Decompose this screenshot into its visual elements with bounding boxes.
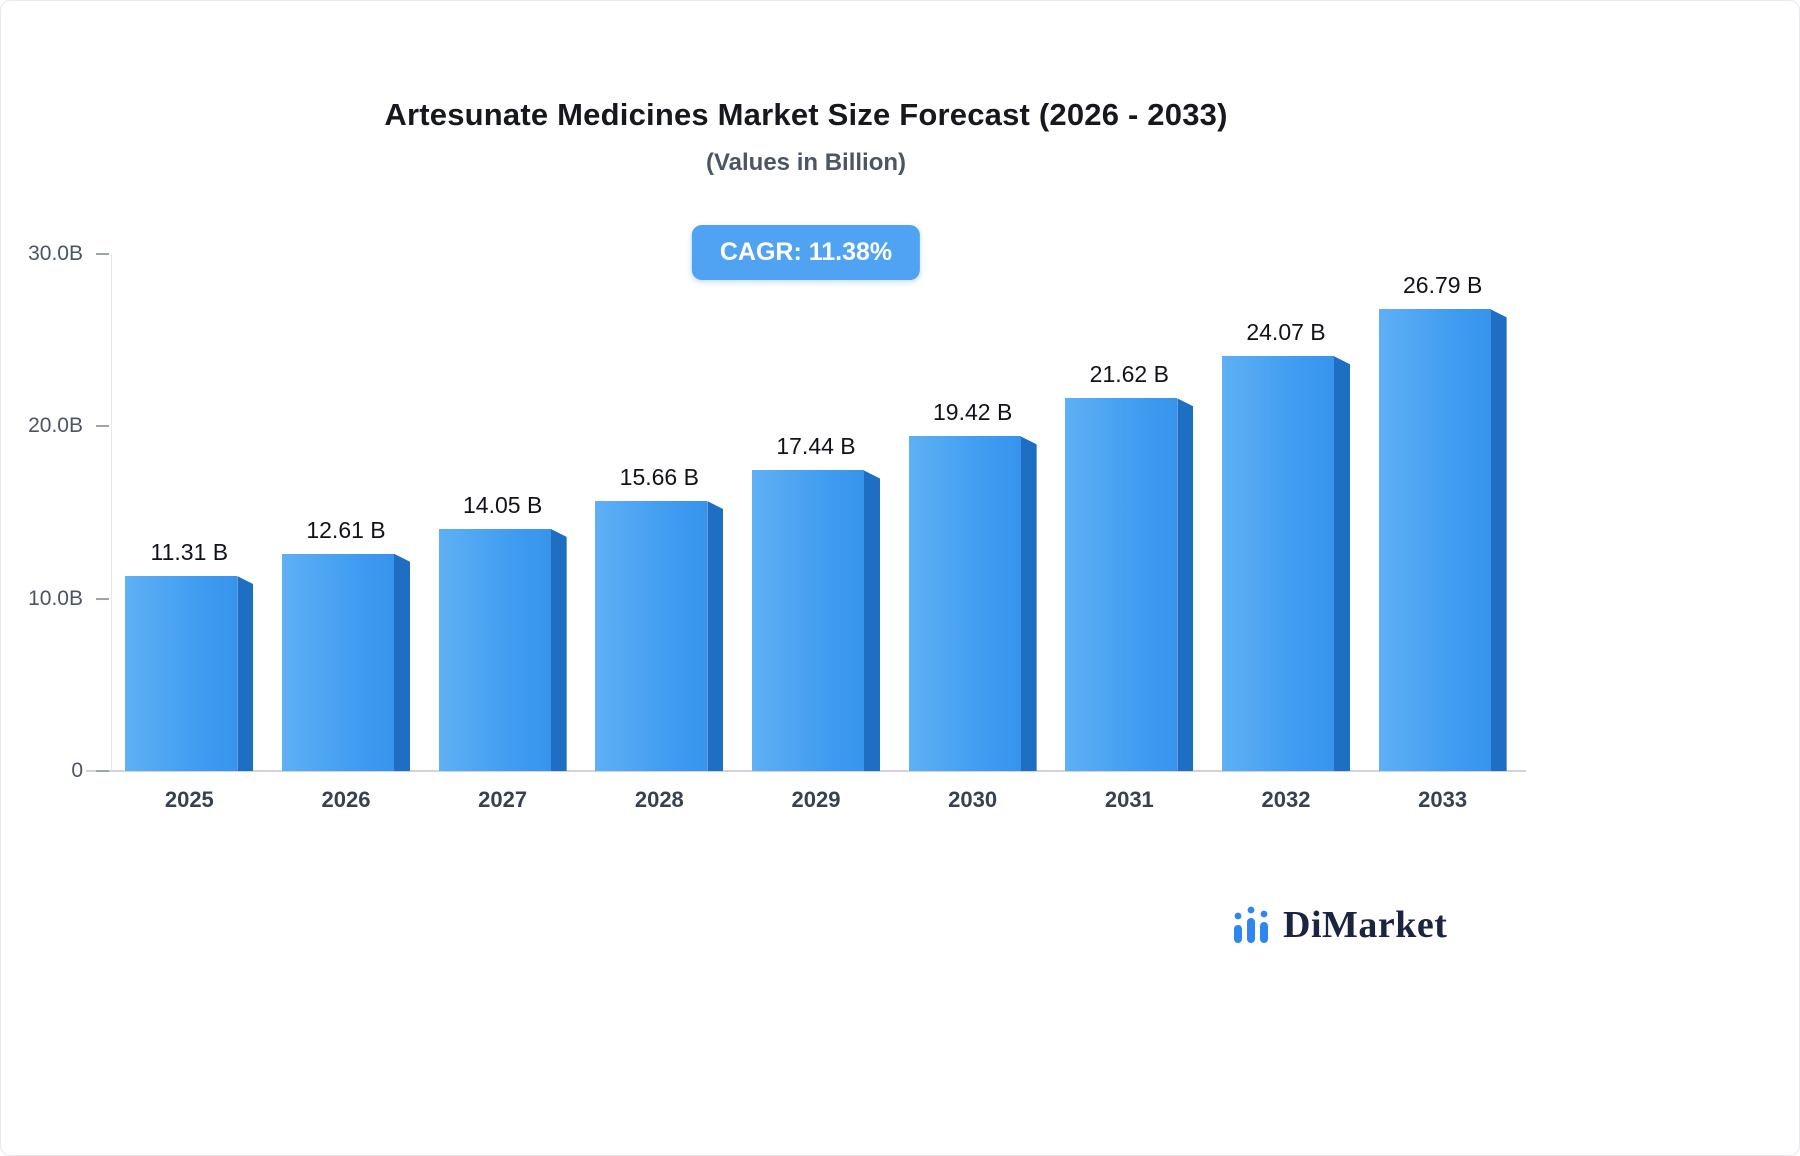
bar-2030: 19.42 B <box>908 399 1037 771</box>
bar-2027: 14.05 B <box>438 492 567 771</box>
bar-2029: 17.44 B <box>752 433 880 771</box>
bar-front-face <box>908 436 1021 771</box>
x-axis: 2025 2026 2027 2028 2029 2030 2031 2032 2033 <box>111 787 1521 821</box>
x-axis-label: 2029 <box>791 787 841 812</box>
bar-side-face <box>707 501 724 771</box>
bar-2031: 21.62 B <box>1065 361 1194 771</box>
bar-front-face <box>1378 309 1491 771</box>
bar-2025: 11.31 B <box>125 539 254 771</box>
bar-side-face <box>1334 356 1350 771</box>
bar-value-label: 12.61 B <box>306 516 386 543</box>
y-axis-tick <box>96 770 109 772</box>
bar-side-face <box>864 470 880 771</box>
x-axis-label: 2028 <box>634 787 684 812</box>
y-axis-line <box>111 254 112 771</box>
bar-side-face <box>1490 309 1507 771</box>
brand-logo: DiMarket <box>1229 903 1447 947</box>
y-axis-tick <box>96 597 109 600</box>
bar-value-label: 11.31 B <box>150 539 229 566</box>
bar-side-face <box>394 553 410 771</box>
bar-front-face <box>438 528 551 771</box>
x-axis-label: 2031 <box>1104 787 1154 812</box>
bar-front-face <box>1222 356 1334 771</box>
brand-logo-text: DiMarket <box>1283 904 1448 946</box>
bar-value-label: 17.44 B <box>776 433 856 460</box>
x-axis-label: 2025 <box>164 787 214 812</box>
y-axis-tick <box>96 253 109 255</box>
x-axis-label: 2030 <box>948 787 998 812</box>
bar-2028: 15.66 B <box>595 464 724 771</box>
bar-2032: 24.07 B <box>1222 319 1350 771</box>
cagr-badge: CAGR: 11.38% <box>691 225 921 280</box>
bar-front-face <box>125 576 238 771</box>
bar-chart-icon <box>1234 906 1268 943</box>
bar-value-label: 15.66 B <box>619 464 699 491</box>
y-axis-label: 10.0B <box>28 586 83 610</box>
bar-side-face <box>550 528 567 771</box>
chart-subtitle: (Values in Billion) <box>705 149 907 176</box>
bar-value-label: 19.42 B <box>933 399 1013 426</box>
x-axis-label: 2026 <box>321 787 371 812</box>
bar-value-label: 14.05 B <box>463 491 543 518</box>
bar-value-label: 21.62 B <box>1089 361 1169 388</box>
bar-value-label: 26.79 B <box>1403 272 1483 299</box>
x-axis-baseline <box>86 770 1526 772</box>
y-axis-tick <box>96 425 109 428</box>
x-axis-label: 2027 <box>478 787 528 812</box>
bar-front-face <box>752 470 864 771</box>
plot-area: 11.31 B 12.61 B 14.05 B 15.66 B 17.44 B 19.42… <box>111 254 1521 771</box>
bar-side-face <box>237 576 254 771</box>
bar-front-face <box>282 553 394 771</box>
y-axis-label: 30.0B <box>28 242 83 265</box>
chart-title: Artesunate Medicines Market Size Forecas… <box>384 97 1228 132</box>
x-axis-label: 2033 <box>1418 787 1468 812</box>
bar-front-face <box>595 501 708 771</box>
bar-side-face <box>1020 436 1037 771</box>
y-axis-label: 0 <box>71 759 83 782</box>
x-axis-label: 2032 <box>1261 787 1311 812</box>
bar-2033: 26.79 B <box>1378 272 1507 771</box>
bar-side-face <box>1177 398 1194 771</box>
bar-value-label: 24.07 B <box>1246 319 1326 346</box>
bar-front-face <box>1065 398 1178 771</box>
bar-2026: 12.61 B <box>282 517 410 771</box>
y-axis-label: 20.0B <box>28 414 83 438</box>
